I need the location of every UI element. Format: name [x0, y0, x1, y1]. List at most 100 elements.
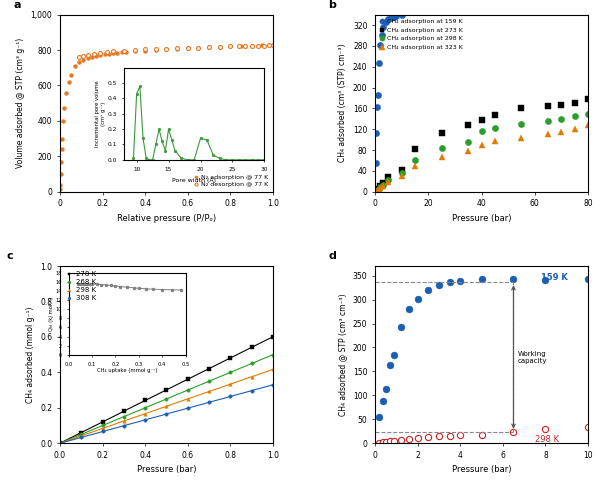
- CH₄ adsorption at 298 K: [584, 111, 592, 116]
- N₂ adsorption @ 77 K: [131, 49, 138, 55]
- CH₄ adsorption at 323 K: [478, 142, 485, 148]
- 298 K: [184, 396, 191, 402]
- 308 K: [205, 399, 212, 405]
- Line: N₂ adsorption @ 77 K: N₂ adsorption @ 77 K: [58, 43, 275, 191]
- CH₄ adsorption at 273 K: [373, 187, 380, 193]
- 298 K: [248, 374, 255, 380]
- N₂ desorption @ 77 K: [110, 49, 117, 55]
- N₂ adsorption @ 77 K: [184, 45, 191, 51]
- N₂ adsorption @ 77 K: [97, 52, 104, 58]
- CH₄ adsorption at 323 K: [398, 173, 406, 179]
- Text: a: a: [13, 0, 20, 10]
- N₂ adsorption @ 77 K: [269, 42, 277, 48]
- N₂ desorption @ 77 K: [142, 47, 149, 53]
- 278 K: [56, 440, 64, 446]
- 268 K: [99, 423, 106, 429]
- N₂ desorption @ 77 K: [120, 48, 127, 54]
- 268 K: [227, 370, 234, 375]
- Text: 159 K: 159 K: [541, 273, 568, 282]
- CH₄ adsorption at 323 K: [571, 126, 578, 132]
- Line: 298 K: 298 K: [58, 368, 275, 445]
- CH₄ adsorption at 323 K: [374, 187, 382, 193]
- N₂ adsorption @ 77 K: [114, 50, 121, 56]
- 278 K: [248, 344, 255, 350]
- N₂ adsorption @ 77 K: [61, 106, 68, 112]
- CH₄ adsorption at 298 K: [379, 182, 386, 188]
- CH₄ adsorption at 159 K: [388, 15, 395, 20]
- 268 K: [142, 405, 149, 411]
- CH₄ adsorption at 298 K: [372, 188, 379, 194]
- N₂ adsorption @ 77 K: [58, 159, 65, 165]
- 278 K: [120, 408, 127, 414]
- CH₄ adsorption at 159 K: [373, 131, 380, 136]
- N₂ desorption @ 77 K: [152, 46, 160, 52]
- CH₄ adsorption at 298 K: [398, 170, 406, 176]
- 278 K: [227, 355, 234, 361]
- CH₄ adsorption at 323 K: [464, 148, 472, 154]
- N₂ adsorption @ 77 K: [67, 72, 74, 78]
- N₂ adsorption @ 77 K: [80, 57, 87, 63]
- 308 K: [99, 429, 106, 434]
- N₂ adsorption @ 77 K: [65, 79, 72, 85]
- Y-axis label: CH₄ adsorbed @ STP (cm³ cm⁻³): CH₄ adsorbed @ STP (cm³ cm⁻³): [338, 293, 347, 416]
- CH₄ adsorption at 159 K: [398, 12, 406, 18]
- CH₄ adsorption at 273 K: [398, 167, 406, 173]
- Text: d: d: [328, 251, 336, 261]
- Text: Working
capacity: Working capacity: [518, 351, 547, 363]
- 268 K: [184, 387, 191, 393]
- N₂ desorption @ 77 K: [265, 42, 272, 48]
- CH₄ adsorption at 159 K: [393, 13, 400, 19]
- 308 K: [77, 434, 85, 440]
- N₂ adsorption @ 77 K: [57, 182, 64, 187]
- CH₄ adsorption at 273 K: [464, 122, 472, 128]
- 298 K: [269, 366, 277, 372]
- CH₄ adsorption at 273 K: [377, 183, 384, 189]
- 308 K: [120, 423, 127, 429]
- 298 K: [99, 426, 106, 431]
- N₂ adsorption @ 77 K: [122, 49, 130, 55]
- 278 K: [77, 430, 85, 435]
- CH₄ adsorption at 159 K: [373, 104, 380, 110]
- N₂ desorption @ 77 K: [254, 43, 262, 49]
- Line: N₂ desorption @ 77 K: N₂ desorption @ 77 K: [77, 43, 275, 59]
- N₂ desorption @ 77 K: [242, 43, 249, 49]
- N₂ adsorption @ 77 K: [58, 146, 65, 152]
- X-axis label: Pressure (bar): Pressure (bar): [452, 214, 511, 223]
- Text: b: b: [328, 0, 336, 10]
- CH₄ adsorption at 298 K: [491, 125, 499, 131]
- N₂ desorption @ 77 K: [84, 52, 91, 57]
- Y-axis label: CH₄ adsorbed (mmol g⁻¹): CH₄ adsorbed (mmol g⁻¹): [26, 306, 35, 403]
- CH₄ adsorption at 298 K: [377, 184, 384, 190]
- Line: 278 K: 278 K: [58, 335, 275, 445]
- N₂ adsorption @ 77 K: [101, 51, 109, 57]
- N₂ adsorption @ 77 K: [173, 46, 181, 52]
- CH₄ adsorption at 323 K: [412, 163, 419, 169]
- CH₄ adsorption at 159 K: [372, 160, 379, 166]
- CH₄ adsorption at 273 K: [478, 117, 485, 123]
- N₂ desorption @ 77 K: [235, 43, 242, 49]
- 298 K: [163, 403, 170, 409]
- N₂ adsorption @ 77 K: [238, 43, 245, 49]
- 298 K: [77, 433, 85, 439]
- N₂ adsorption @ 77 K: [59, 118, 67, 124]
- N₂ adsorption @ 77 K: [205, 44, 212, 50]
- CH₄ adsorption at 273 K: [544, 103, 551, 109]
- N₂ adsorption @ 77 K: [227, 43, 234, 49]
- CH₄ adsorption at 323 K: [518, 135, 525, 141]
- N₂ adsorption @ 77 K: [106, 51, 113, 56]
- Legend: N₂ adsorption @ 77 K, N₂ desorption @ 77 K: N₂ adsorption @ 77 K, N₂ desorption @ 77…: [193, 173, 270, 188]
- 268 K: [56, 440, 64, 446]
- CH₄ adsorption at 298 K: [558, 116, 565, 122]
- CH₄ adsorption at 273 K: [372, 188, 379, 194]
- N₂ adsorption @ 77 K: [118, 49, 125, 55]
- N₂ adsorption @ 77 K: [163, 47, 170, 53]
- 278 K: [184, 376, 191, 382]
- N₂ desorption @ 77 K: [216, 44, 223, 50]
- Line: CH₄ adsorption at 159 K: CH₄ adsorption at 159 K: [373, 12, 405, 193]
- 298 K: [142, 411, 149, 416]
- 308 K: [269, 382, 277, 388]
- CH₄ adsorption at 273 K: [491, 112, 499, 117]
- CH₄ adsorption at 298 K: [544, 118, 551, 124]
- CH₄ adsorption at 159 K: [379, 24, 386, 30]
- CH₄ adsorption at 323 K: [544, 131, 551, 137]
